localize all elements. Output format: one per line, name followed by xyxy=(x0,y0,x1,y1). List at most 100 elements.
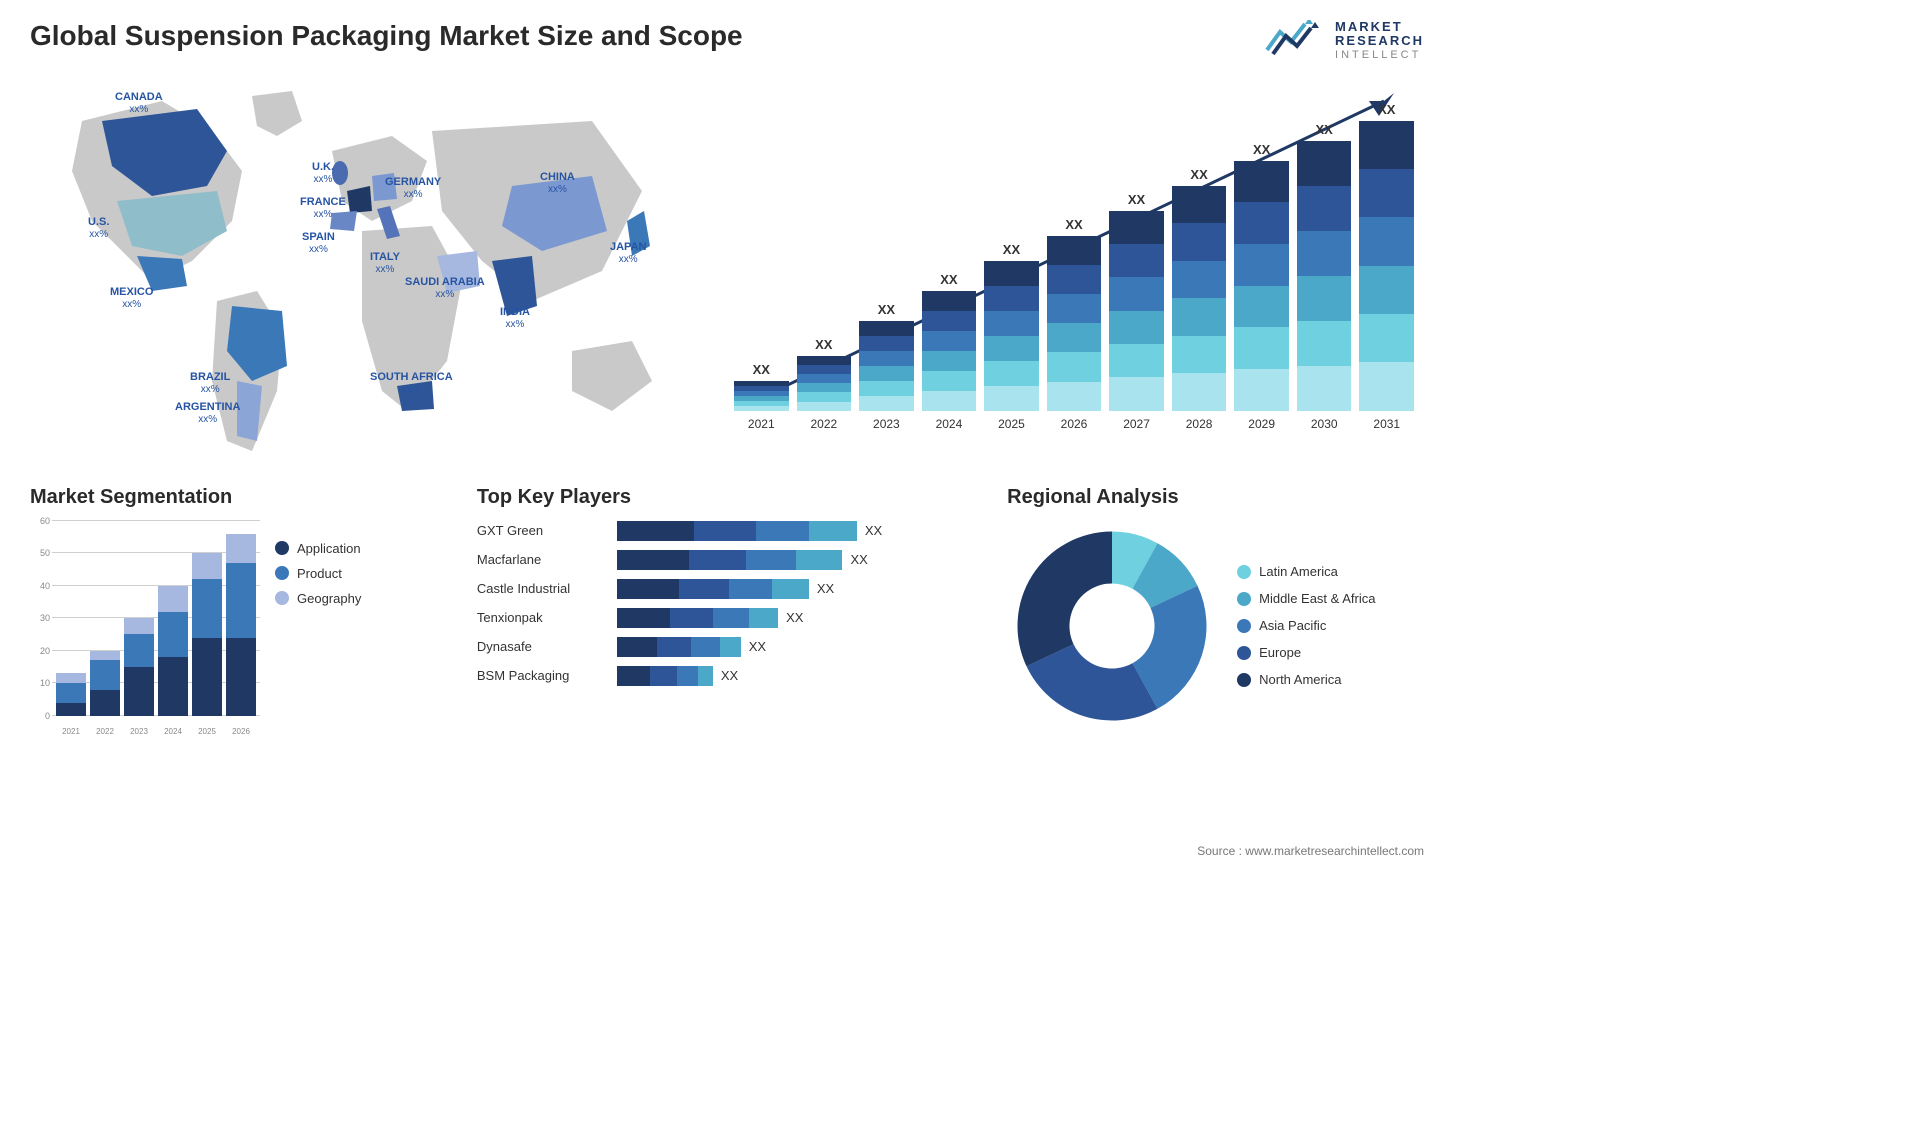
growth-bar-segment xyxy=(1359,121,1414,169)
legend-label: Product xyxy=(297,566,342,581)
map-label: BRAZILxx% xyxy=(190,371,230,396)
growth-bar-segment xyxy=(859,381,914,396)
growth-bar-value: XX xyxy=(1316,122,1333,137)
growth-bar-segment xyxy=(1234,286,1289,328)
growth-bar-segment xyxy=(1297,186,1352,231)
growth-bar-segment xyxy=(922,351,977,371)
player-bar-segment xyxy=(657,637,691,657)
map-label: U.K.xx% xyxy=(312,161,334,186)
player-bar-segment xyxy=(729,579,772,599)
growth-bar-segment xyxy=(1109,311,1164,344)
player-bar xyxy=(617,608,778,628)
growth-bar-segment xyxy=(1234,327,1289,369)
seg-bar-segment xyxy=(158,612,188,658)
growth-bar-segment xyxy=(1047,294,1102,323)
growth-bar-value: XX xyxy=(1065,217,1082,232)
legend-label: Application xyxy=(297,541,361,556)
player-bar xyxy=(617,637,741,657)
legend-dot-icon xyxy=(275,591,289,605)
segmentation-legend: ApplicationProductGeography xyxy=(275,521,361,736)
growth-year-label: 2028 xyxy=(1186,417,1213,431)
growth-bar-chart: XX2021XX2022XX2023XX2024XX2025XX2026XX20… xyxy=(724,81,1424,461)
growth-bar-value: XX xyxy=(815,337,832,352)
legend-item: Middle East & Africa xyxy=(1237,591,1375,606)
seg-bar-segment xyxy=(90,651,120,661)
seg-bar xyxy=(90,651,120,716)
segmentation-panel: Market Segmentation 0102030405060 202120… xyxy=(30,486,447,736)
player-value: XX xyxy=(817,581,834,596)
growth-bar-segment xyxy=(1109,377,1164,410)
growth-bar-segment xyxy=(797,365,852,374)
regional-title: Regional Analysis xyxy=(1007,486,1424,509)
growth-bar-segment xyxy=(859,366,914,381)
growth-bar: XX2027 xyxy=(1109,192,1164,431)
growth-bar-segment xyxy=(984,386,1039,411)
seg-bar xyxy=(158,586,188,716)
growth-year-label: 2031 xyxy=(1373,417,1400,431)
segmentation-title: Market Segmentation xyxy=(30,486,447,509)
growth-year-label: 2030 xyxy=(1311,417,1338,431)
seg-bar-segment xyxy=(90,660,120,689)
player-row: GXT GreenXX xyxy=(477,521,977,541)
map-label: SAUDI ARABIAxx% xyxy=(405,276,485,301)
growth-bar-segment xyxy=(984,361,1039,386)
map-label: SOUTH AFRICAxx% xyxy=(370,371,453,396)
growth-year-label: 2025 xyxy=(998,417,1025,431)
growth-bar-segment xyxy=(984,311,1039,336)
page-title: Global Suspension Packaging Market Size … xyxy=(30,20,743,52)
seg-y-tick: 40 xyxy=(40,581,50,591)
player-bar-segment xyxy=(698,666,712,686)
growth-bar-segment xyxy=(922,331,977,351)
legend-label: Middle East & Africa xyxy=(1259,591,1375,606)
growth-bar-value: XX xyxy=(1003,242,1020,257)
growth-bar-segment xyxy=(1359,266,1414,314)
growth-bar-segment xyxy=(859,396,914,411)
player-value: XX xyxy=(721,668,738,683)
player-name: BSM Packaging xyxy=(477,668,607,683)
legend-label: Asia Pacific xyxy=(1259,618,1326,633)
legend-dot-icon xyxy=(275,566,289,580)
legend-item: Product xyxy=(275,566,361,581)
growth-bar-segment xyxy=(1297,231,1352,276)
growth-bar-segment xyxy=(1297,141,1352,186)
map-label: FRANCExx% xyxy=(300,196,346,221)
map-label: MEXICOxx% xyxy=(110,286,153,311)
growth-bar-segment xyxy=(1172,373,1227,411)
growth-bar-value: XX xyxy=(1253,142,1270,157)
growth-bar-segment xyxy=(1234,202,1289,244)
map-label: ITALYxx% xyxy=(370,251,400,276)
player-bar-segment xyxy=(617,550,689,570)
growth-bar-segment xyxy=(734,406,789,411)
player-bar-segment xyxy=(720,637,741,657)
growth-bar-value: XX xyxy=(940,272,957,287)
growth-bar: XX2026 xyxy=(1047,217,1102,431)
growth-bar-segment xyxy=(1172,223,1227,261)
growth-bar-segment xyxy=(859,351,914,366)
growth-bar-segment xyxy=(859,321,914,336)
player-value: XX xyxy=(850,552,867,567)
growth-bar-segment xyxy=(1359,314,1414,362)
legend-dot-icon xyxy=(1237,592,1251,606)
player-bar-segment xyxy=(650,666,677,686)
growth-bar-segment xyxy=(797,402,852,411)
growth-bar-segment xyxy=(1172,186,1227,224)
player-row: TenxionpakXX xyxy=(477,608,977,628)
seg-y-tick: 60 xyxy=(40,516,50,526)
seg-x-label: 2022 xyxy=(90,727,120,736)
growth-bar-value: XX xyxy=(878,302,895,317)
growth-bar-segment xyxy=(1109,244,1164,277)
seg-x-label: 2021 xyxy=(56,727,86,736)
player-bar-segment xyxy=(796,550,842,570)
player-bar-segment xyxy=(691,637,720,657)
map-label: CANADAxx% xyxy=(115,91,163,116)
legend-item: Europe xyxy=(1237,645,1375,660)
growth-bar-value: XX xyxy=(1190,167,1207,182)
player-bar-segment xyxy=(617,608,670,628)
growth-bar-segment xyxy=(1109,344,1164,377)
player-row: BSM Packaging XX xyxy=(477,666,977,686)
growth-bar: XX 2028 xyxy=(1172,167,1227,431)
logo-text-2: RESEARCH xyxy=(1335,34,1424,48)
growth-bar-segment xyxy=(1047,265,1102,294)
growth-bar-segment xyxy=(1047,236,1102,265)
seg-y-tick: 0 xyxy=(45,711,50,721)
